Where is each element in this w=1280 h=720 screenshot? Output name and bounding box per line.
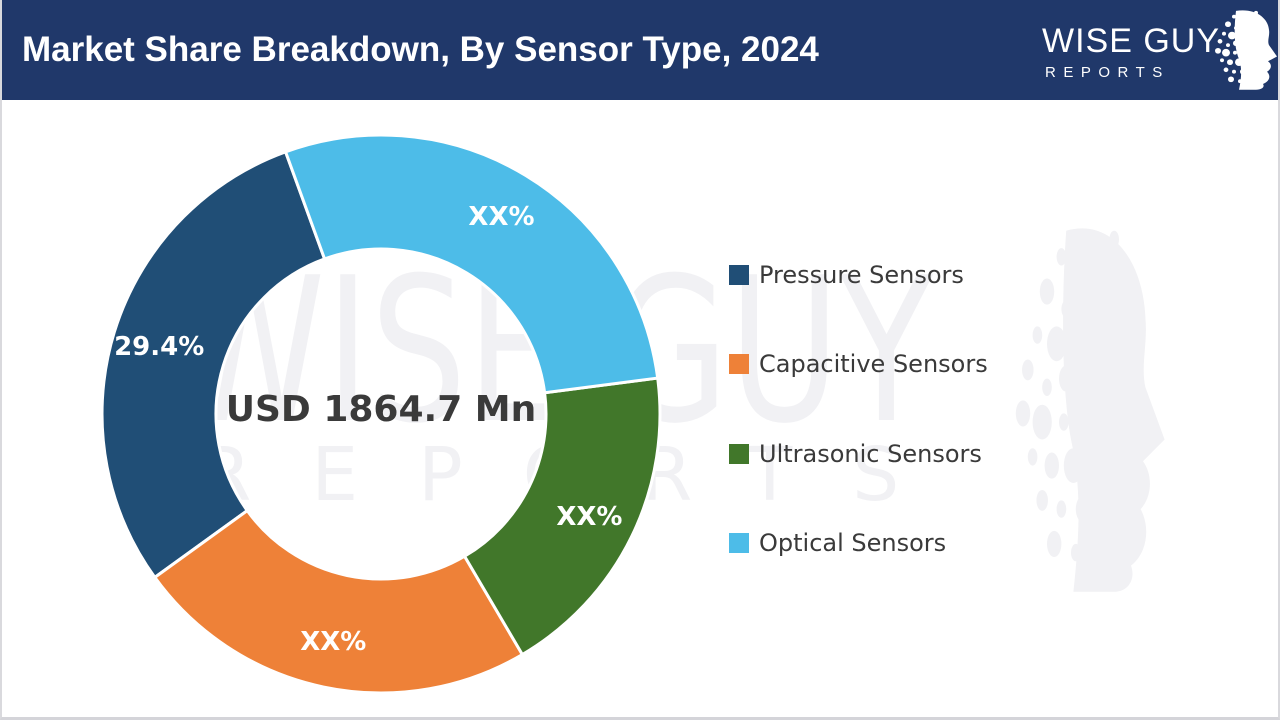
donut-segment-optical-sensors [284, 133, 660, 395]
legend-label: Capacitive Sensors [759, 350, 988, 379]
donut-segment-capacitive-sensors [153, 509, 524, 695]
legend-label: Ultrasonic Sensors [759, 439, 982, 468]
segment-percent-label: XX% [556, 502, 622, 532]
logo-reports-text: REPORTS [1045, 64, 1170, 81]
legend-swatch [729, 354, 749, 375]
legend-item-pressure-sensors: Pressure Sensors [729, 260, 964, 290]
legend-swatch [729, 265, 749, 285]
legend-swatch [729, 443, 749, 464]
segment-percent-label: 29.4% [114, 332, 204, 362]
logo-face-icon [1215, 10, 1277, 90]
header-band: Market Share Breakdown, By Sensor Type, … [0, 0, 1280, 100]
wiseguy-logo: WISE GUY REPORTS [1042, 10, 1277, 90]
donut-segment-pressure-sensors [100, 150, 327, 579]
donut-segment-ultrasonic-sensors [463, 376, 662, 657]
legend-item-ultrasonic-sensors: Ultrasonic Sensors [729, 439, 982, 469]
legend-item-capacitive-sensors: Capacitive Sensors [729, 349, 988, 379]
logo-wiseguy-text: WISE GUY [1042, 22, 1220, 60]
segment-percent-label: XX% [300, 627, 366, 657]
legend-label: Optical Sensors [759, 529, 947, 558]
donut-center-value: USD 1864.7 Mn [226, 389, 536, 430]
legend-swatch [729, 533, 749, 554]
page-title: Market Share Breakdown, By Sensor Type, … [22, 30, 819, 69]
legend-label: Pressure Sensors [759, 261, 964, 289]
legend-item-optical-sensors: Optical Sensors [729, 528, 946, 558]
segment-percent-label: XX% [468, 202, 534, 232]
